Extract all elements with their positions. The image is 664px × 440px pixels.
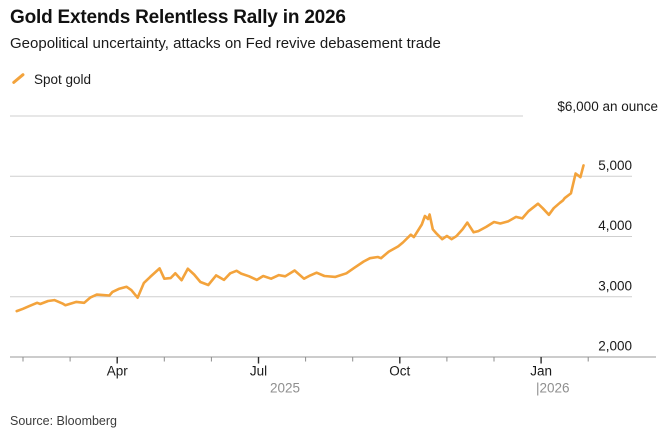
legend-label-spot-gold: Spot gold bbox=[34, 71, 92, 87]
y-axis-label-4000: 4,000 bbox=[598, 218, 632, 233]
slash-line-icon bbox=[11, 72, 26, 86]
y-axis-label-5000: 5,000 bbox=[598, 158, 632, 173]
page-title: Gold Extends Relentless Rally in 2026 bbox=[10, 7, 346, 28]
legend: Spot gold bbox=[11, 71, 91, 87]
y-axis-label-2000: 2,000 bbox=[598, 339, 632, 354]
x-axis-label-jul: Jul bbox=[250, 364, 267, 379]
x-axis-label-oct: Oct bbox=[389, 364, 410, 379]
source-note: Source: Bloomberg bbox=[10, 414, 118, 428]
gold-price-chart: 2,000 3,000 4,000 5,000 $6,000 an ounce Apr Ju… bbox=[10, 99, 658, 396]
y-axis-label-3000: 3,000 bbox=[598, 278, 632, 293]
year-label-2026: |2026 bbox=[536, 381, 570, 396]
x-axis-label-jan: Jan bbox=[530, 364, 552, 379]
y-axis-unit-label: $6,000 an ounce bbox=[557, 99, 658, 114]
year-label-2025: 2025 bbox=[270, 381, 300, 396]
spot-gold-line bbox=[15, 164, 585, 313]
page-subtitle: Geopolitical uncertainty, attacks on Fed… bbox=[10, 35, 441, 52]
x-axis-label-apr: Apr bbox=[107, 364, 129, 379]
